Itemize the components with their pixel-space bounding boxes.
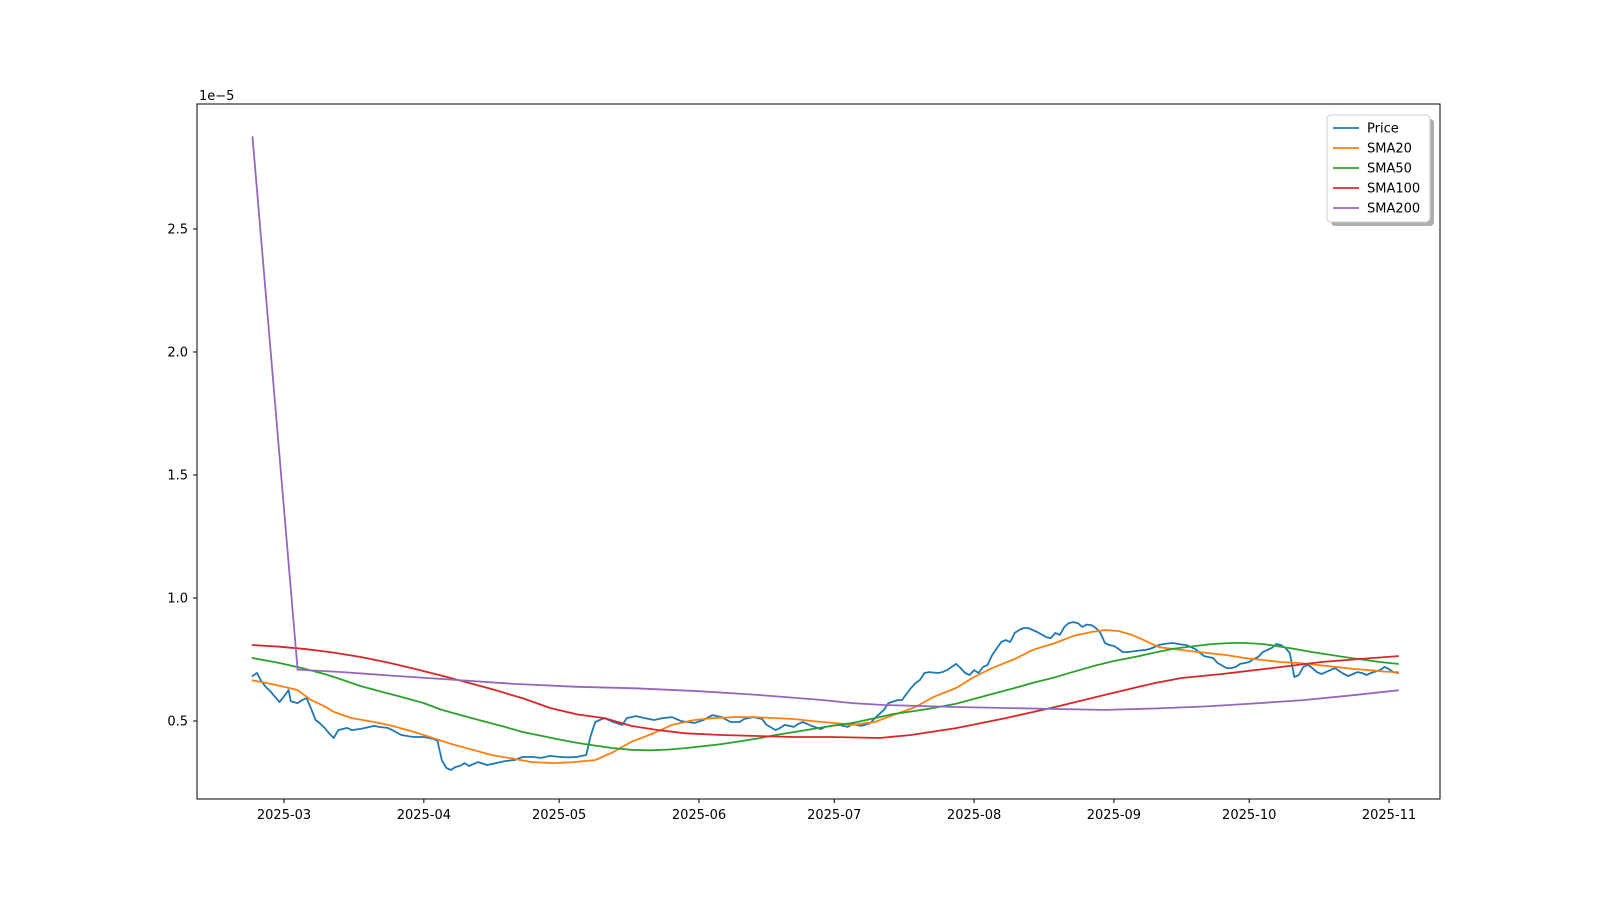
- legend-label: SMA20: [1367, 142, 1412, 157]
- y-tick-label: 0.5: [167, 715, 188, 730]
- legend-item-sma200: SMA200: [1333, 202, 1420, 217]
- y-axis-ticks: 0.5 1.0 1.5 2.0 2.5: [167, 222, 197, 730]
- x-tick-label: 2025-05: [532, 808, 586, 823]
- x-tick-label: 2025-03: [257, 808, 311, 823]
- legend-item-sma20: SMA20: [1333, 142, 1412, 157]
- series-line-price: [251, 621, 1399, 771]
- series-lines: [251, 136, 1399, 771]
- legend-item-sma100: SMA100: [1333, 182, 1420, 197]
- x-tick-label: 2025-07: [807, 808, 861, 823]
- x-tick-label: 2025-11: [1362, 808, 1416, 823]
- legend-label: SMA200: [1367, 202, 1420, 217]
- legend-label: Price: [1367, 122, 1399, 137]
- axes-spines: [196, 103, 1441, 800]
- series-line-sma100: [251, 644, 1399, 739]
- series-line-sma200: [251, 136, 1399, 711]
- x-tick-label: 2025-04: [397, 808, 451, 823]
- x-tick-label: 2025-06: [672, 808, 726, 823]
- x-axis-ticks: 2025-03 2025-04 2025-05 2025-06 2025-07 2025-…: [257, 799, 1416, 823]
- y-tick-label: 1.0: [167, 592, 188, 607]
- x-tick-label: 2025-10: [1222, 808, 1276, 823]
- legend: Price SMA20 SMA50 SMA100 SMA200: [1326, 114, 1434, 226]
- y-tick-label: 1.5: [167, 468, 188, 483]
- x-tick-label: 2025-08: [947, 808, 1001, 823]
- legend-label: SMA100: [1367, 182, 1420, 197]
- legend-item-sma50: SMA50: [1333, 162, 1412, 177]
- legend-label: SMA50: [1367, 162, 1412, 177]
- y-tick-label: 2.5: [167, 222, 188, 237]
- y-axis-offset-label: 1e−5: [199, 89, 234, 104]
- legend-box: [1326, 114, 1431, 223]
- y-tick-label: 2.0: [167, 345, 188, 360]
- x-tick-label: 2025-09: [1087, 808, 1141, 823]
- series-line-sma50: [251, 642, 1399, 752]
- legend-item-price: Price: [1333, 122, 1399, 137]
- plot-area: [197, 104, 1440, 799]
